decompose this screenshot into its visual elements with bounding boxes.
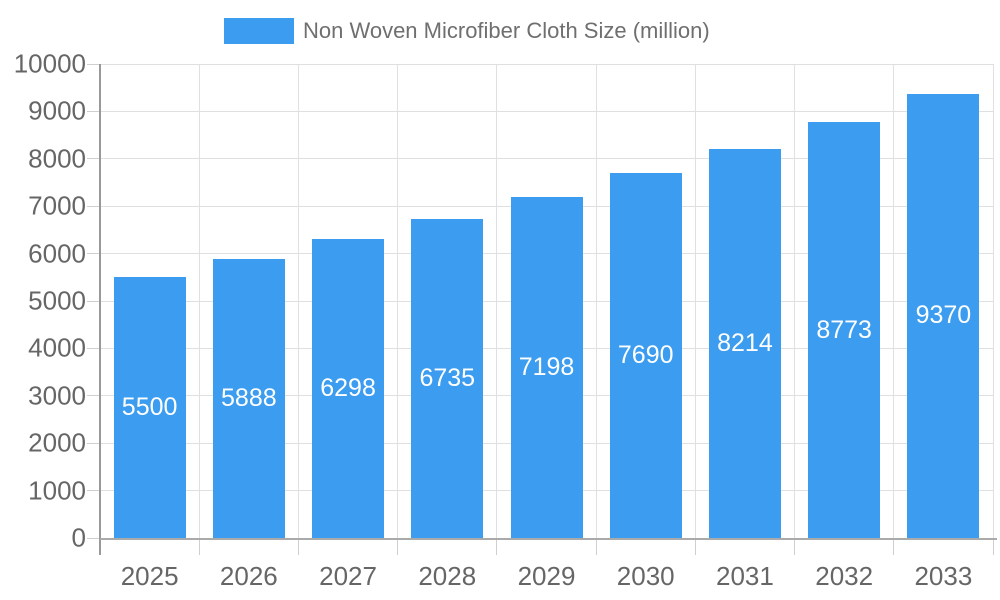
y-axis-label: 1000 bbox=[28, 475, 86, 506]
bar-value-label: 5500 bbox=[121, 393, 178, 422]
y-axis-line bbox=[98, 64, 101, 555]
x-axis-tick bbox=[893, 538, 895, 555]
bar-value-label: 8214 bbox=[717, 328, 773, 357]
x-axis-label: 2025 bbox=[120, 561, 179, 591]
y-axis-tick bbox=[87, 205, 100, 207]
bar-2031[interactable]: 8214 bbox=[708, 148, 781, 538]
bar-2033[interactable]: 9370 bbox=[907, 93, 980, 538]
gridline-vertical bbox=[198, 64, 200, 538]
y-axis-label: 5000 bbox=[28, 285, 86, 316]
legend-swatch-icon bbox=[224, 18, 294, 44]
y-axis-label: 7000 bbox=[28, 190, 86, 221]
x-axis-label: 2030 bbox=[616, 561, 675, 591]
x-axis-label: 2029 bbox=[517, 561, 576, 591]
legend-label: Non Woven Microfiber Cloth Size (million… bbox=[303, 18, 710, 43]
x-axis-tick bbox=[397, 538, 399, 555]
y-axis-label: 3000 bbox=[28, 380, 86, 411]
bar-value-label: 9370 bbox=[915, 301, 972, 330]
bar-2025[interactable]: 5500 bbox=[113, 277, 186, 538]
bar-value-label: 6735 bbox=[419, 363, 476, 392]
bar-2029[interactable]: 7198 bbox=[510, 196, 583, 538]
x-axis-tick bbox=[694, 538, 696, 555]
gridline-vertical bbox=[992, 64, 994, 538]
x-axis-tick bbox=[992, 538, 994, 555]
bar-2030[interactable]: 7690 bbox=[609, 173, 682, 538]
x-axis-line bbox=[100, 538, 997, 540]
x-axis-label: 2026 bbox=[219, 561, 278, 591]
x-axis-label: 2027 bbox=[319, 561, 377, 591]
x-axis-tick bbox=[198, 538, 200, 555]
y-axis-label: 6000 bbox=[28, 238, 86, 269]
y-axis-label: 10000 bbox=[13, 48, 86, 79]
bar-2026[interactable]: 5888 bbox=[212, 258, 285, 538]
bar-2028[interactable]: 6735 bbox=[411, 218, 484, 538]
x-axis-tick bbox=[794, 538, 796, 555]
y-axis-label: 4000 bbox=[28, 332, 86, 363]
bar-value-label: 8773 bbox=[816, 315, 872, 344]
y-axis-tick bbox=[87, 442, 100, 444]
x-axis-tick bbox=[297, 538, 299, 555]
y-axis-tick bbox=[87, 158, 100, 160]
gridline-vertical bbox=[893, 64, 895, 538]
y-axis-tick bbox=[87, 110, 100, 112]
y-axis-label: 0 bbox=[71, 522, 86, 553]
y-axis-tick bbox=[87, 300, 100, 302]
y-axis-tick bbox=[87, 537, 100, 539]
y-axis-tick bbox=[87, 253, 100, 255]
gridline-vertical bbox=[694, 64, 696, 538]
bar-value-label: 6298 bbox=[320, 374, 376, 403]
x-axis-tick bbox=[595, 538, 597, 555]
y-axis-tick bbox=[87, 63, 100, 65]
x-axis-label: 2032 bbox=[815, 561, 874, 591]
y-axis-tick bbox=[87, 347, 100, 349]
gridline-vertical bbox=[794, 64, 796, 538]
x-axis-tick bbox=[496, 538, 498, 555]
gridline-vertical bbox=[595, 64, 597, 538]
x-axis-label: 2031 bbox=[716, 561, 774, 591]
bar-2032[interactable]: 8773 bbox=[808, 122, 881, 538]
gridline-horizontal bbox=[100, 158, 993, 160]
legend-item[interactable]: Non Woven Microfiber Cloth Size (million… bbox=[224, 18, 710, 44]
bar-value-label: 5888 bbox=[221, 383, 277, 412]
y-axis-tick bbox=[87, 395, 100, 397]
gridline-vertical bbox=[297, 64, 299, 538]
bar-value-label: 7198 bbox=[518, 352, 575, 381]
gridline-vertical bbox=[397, 64, 399, 538]
x-axis-label: 2033 bbox=[914, 561, 973, 591]
y-axis-tick bbox=[87, 490, 100, 492]
y-axis-label: 9000 bbox=[28, 95, 86, 126]
gridline-horizontal bbox=[100, 63, 993, 65]
x-axis-label: 2028 bbox=[418, 561, 477, 591]
bar-value-label: 7690 bbox=[617, 341, 674, 370]
y-axis-label: 2000 bbox=[28, 427, 86, 458]
gridline-vertical bbox=[496, 64, 498, 538]
y-axis-label: 8000 bbox=[28, 143, 86, 174]
gridline-horizontal bbox=[100, 110, 993, 112]
bar-2027[interactable]: 6298 bbox=[312, 239, 385, 538]
